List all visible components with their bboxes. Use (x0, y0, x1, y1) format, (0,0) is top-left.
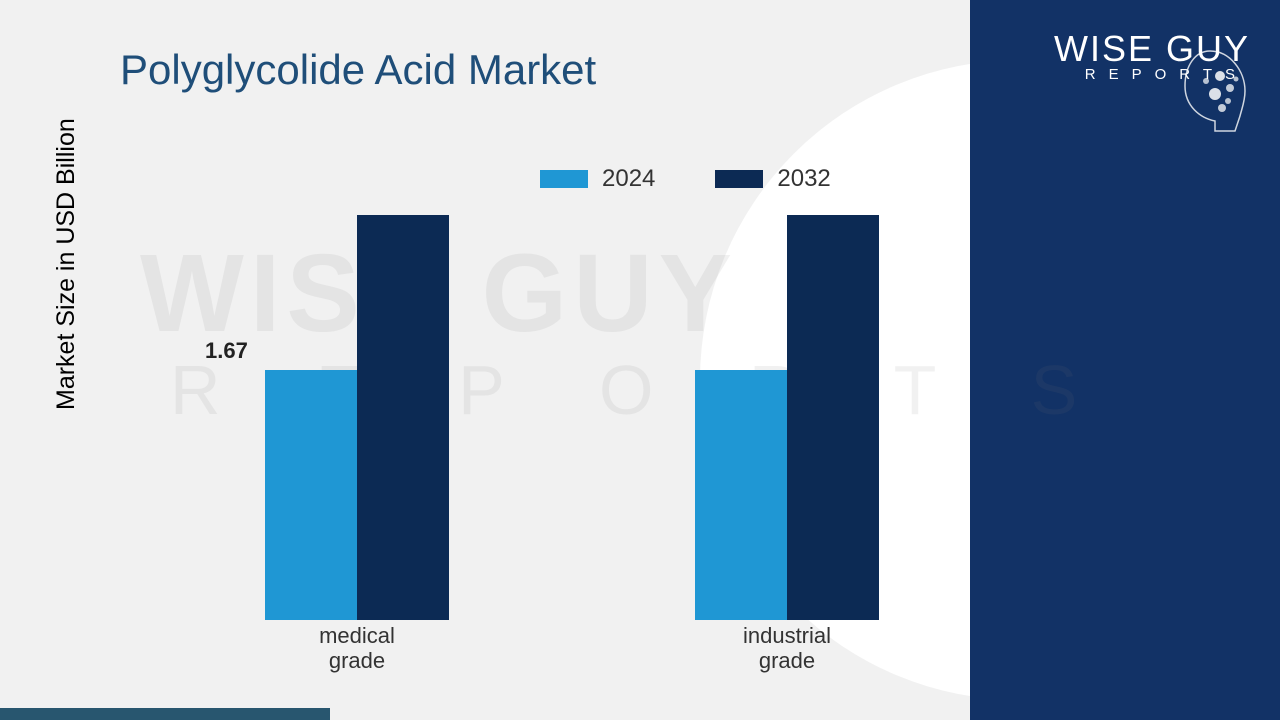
bar (265, 370, 357, 621)
legend-item: 2032 (715, 165, 830, 193)
legend-swatch (715, 170, 763, 188)
bar (357, 215, 449, 620)
legend-item: 2024 (540, 165, 655, 193)
y-axis-label: Market Size in USD Billion (52, 118, 81, 410)
bar (787, 215, 879, 620)
brand-logo: WISE GUY REPORTS (1054, 28, 1250, 83)
plot-area: medical gradeindustrial grade1.67 (180, 215, 980, 620)
chart-title: Polyglycolide Acid Market (120, 46, 596, 94)
category-label: medical grade (265, 623, 449, 674)
legend-label: 2032 (777, 165, 830, 193)
category-label: industrial grade (695, 623, 879, 674)
legend-swatch (540, 170, 588, 188)
legend: 2024 2032 (540, 165, 831, 193)
bar (695, 370, 787, 621)
head-icon (1170, 46, 1250, 136)
legend-label: 2024 (602, 165, 655, 193)
value-label: 1.67 (205, 338, 248, 364)
chart-canvas: WISE GUY R E P O R T S WISE GUY REPORTS … (0, 0, 1280, 720)
bottom-accent-bar (0, 708, 330, 720)
